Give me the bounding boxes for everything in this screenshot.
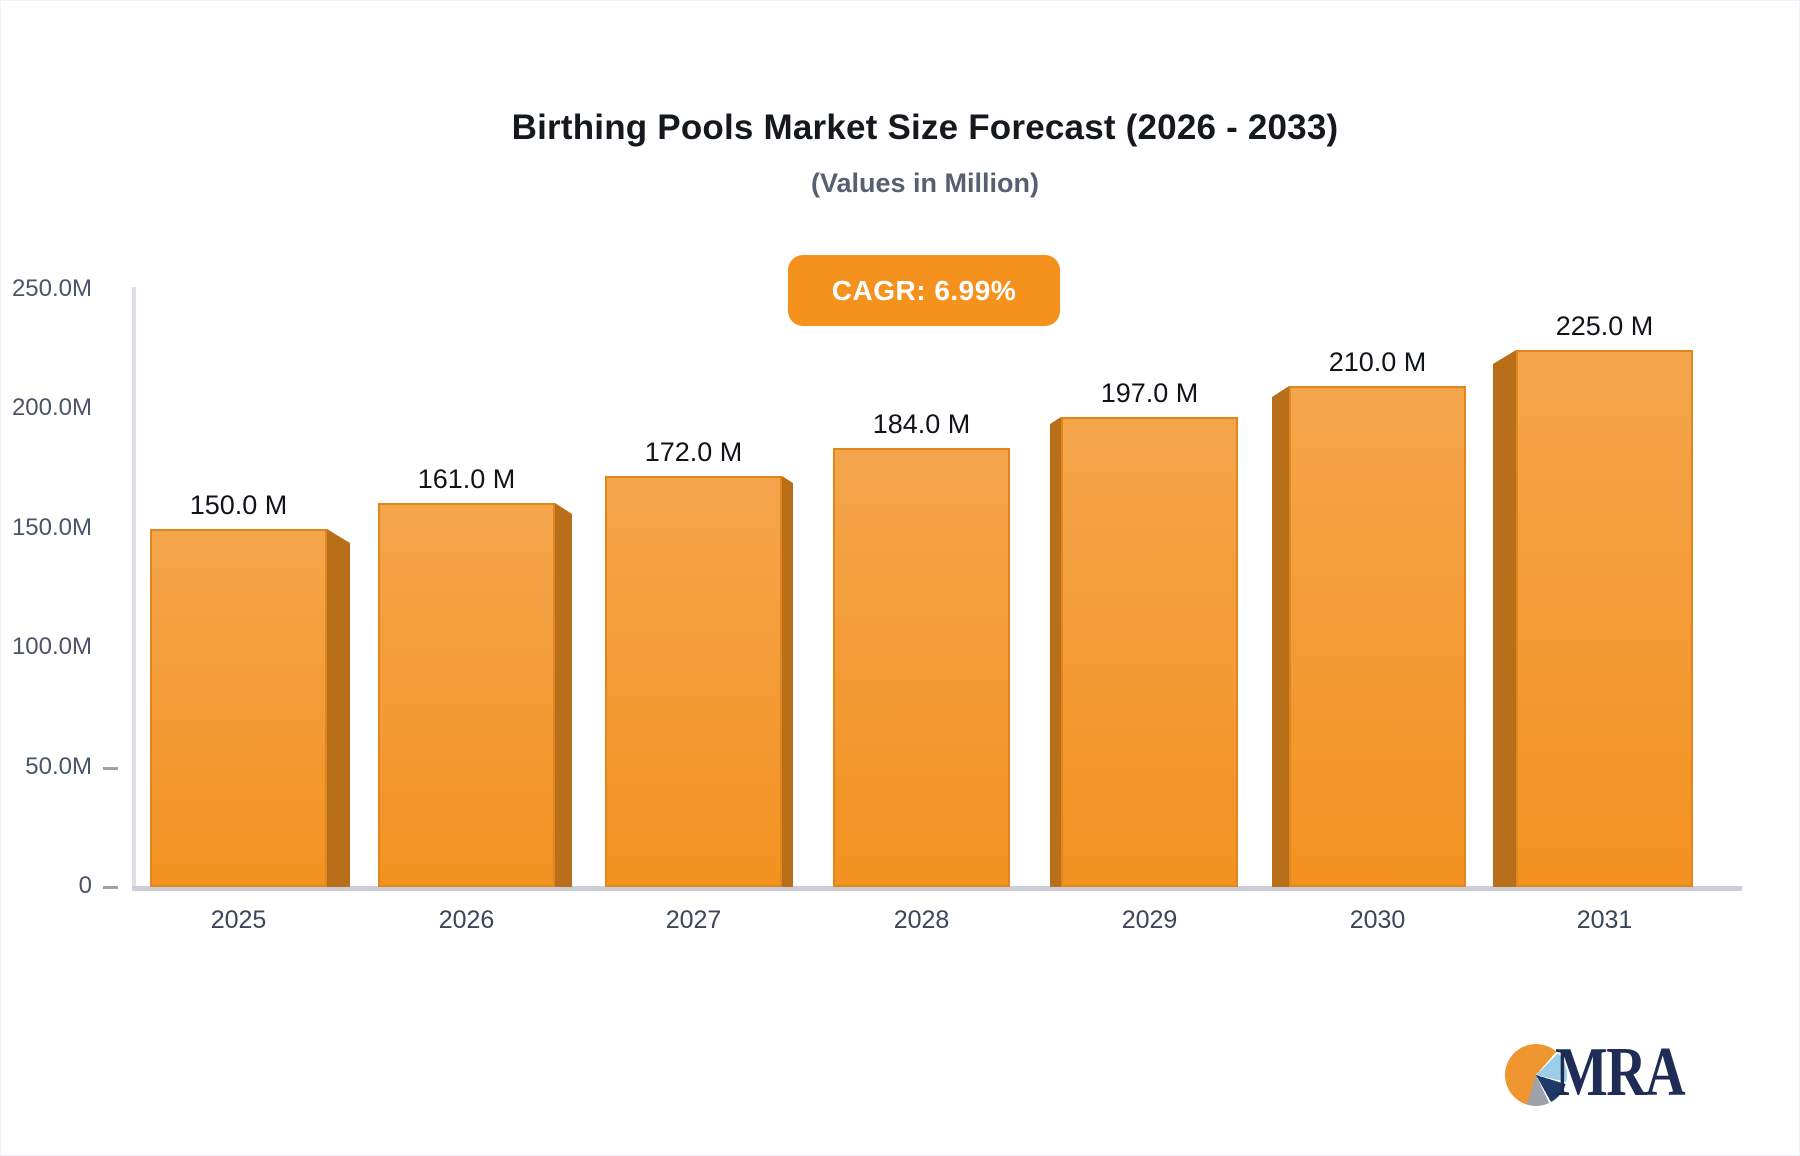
bar-side-2026 (555, 503, 572, 887)
y-tick-mark (103, 767, 118, 770)
bar-value-label: 172.0 M (644, 437, 743, 467)
bar-2028 (833, 448, 1010, 887)
brand-logo: MRA (1505, 1034, 1745, 1111)
bar-side-2029 (1050, 417, 1061, 887)
x-tick-label: 2026 (438, 906, 495, 934)
x-tick-label: 2027 (665, 906, 722, 934)
bar-2029 (1061, 417, 1238, 887)
bar-value-label: 184.0 M (872, 409, 971, 439)
y-tick-label: 150.0M (11, 514, 92, 541)
bar-side-2030 (1272, 386, 1289, 887)
x-tick-label: 2029 (1121, 906, 1178, 934)
chart-subtitle: (Values in Million) (810, 168, 1040, 198)
x-tick-label: 2028 (893, 906, 950, 934)
bar-value-label: 210.0 M (1328, 347, 1427, 377)
bar-2027 (605, 476, 782, 887)
bar-2025 (150, 529, 327, 887)
x-tick-label: 2030 (1349, 906, 1406, 934)
bar-value-label: 150.0 M (189, 490, 288, 520)
bar-value-label: 225.0 M (1555, 311, 1654, 341)
bar-side-2027 (782, 476, 793, 887)
y-axis-line (132, 287, 136, 891)
y-tick-label: 100.0M (11, 633, 92, 660)
bar-2030 (1289, 386, 1466, 887)
x-tick-label: 2025 (210, 906, 267, 934)
bar-value-label: 161.0 M (417, 464, 516, 494)
x-tick-label: 2031 (1576, 906, 1633, 934)
bar-value-label: 197.0 M (1100, 378, 1199, 408)
logo-text: MRA (1555, 1034, 1686, 1111)
pie-chart-icon (1505, 1044, 1567, 1106)
x-axis-line (132, 886, 1742, 891)
cagr-badge: CAGR: 6.99% (788, 255, 1060, 326)
y-tick-label: 250.0M (11, 275, 92, 302)
y-tick-mark (103, 886, 118, 889)
y-tick-label: 200.0M (11, 394, 92, 421)
bar-2031 (1516, 350, 1693, 887)
bar-side-2031 (1493, 350, 1516, 887)
bar-2026 (378, 503, 555, 887)
chart-title: Birthing Pools Market Size Forecast (202… (511, 108, 1339, 147)
y-tick-label: 50.0M (25, 753, 92, 780)
bar-side-2025 (327, 529, 350, 887)
y-tick-label: 0 (78, 872, 92, 899)
